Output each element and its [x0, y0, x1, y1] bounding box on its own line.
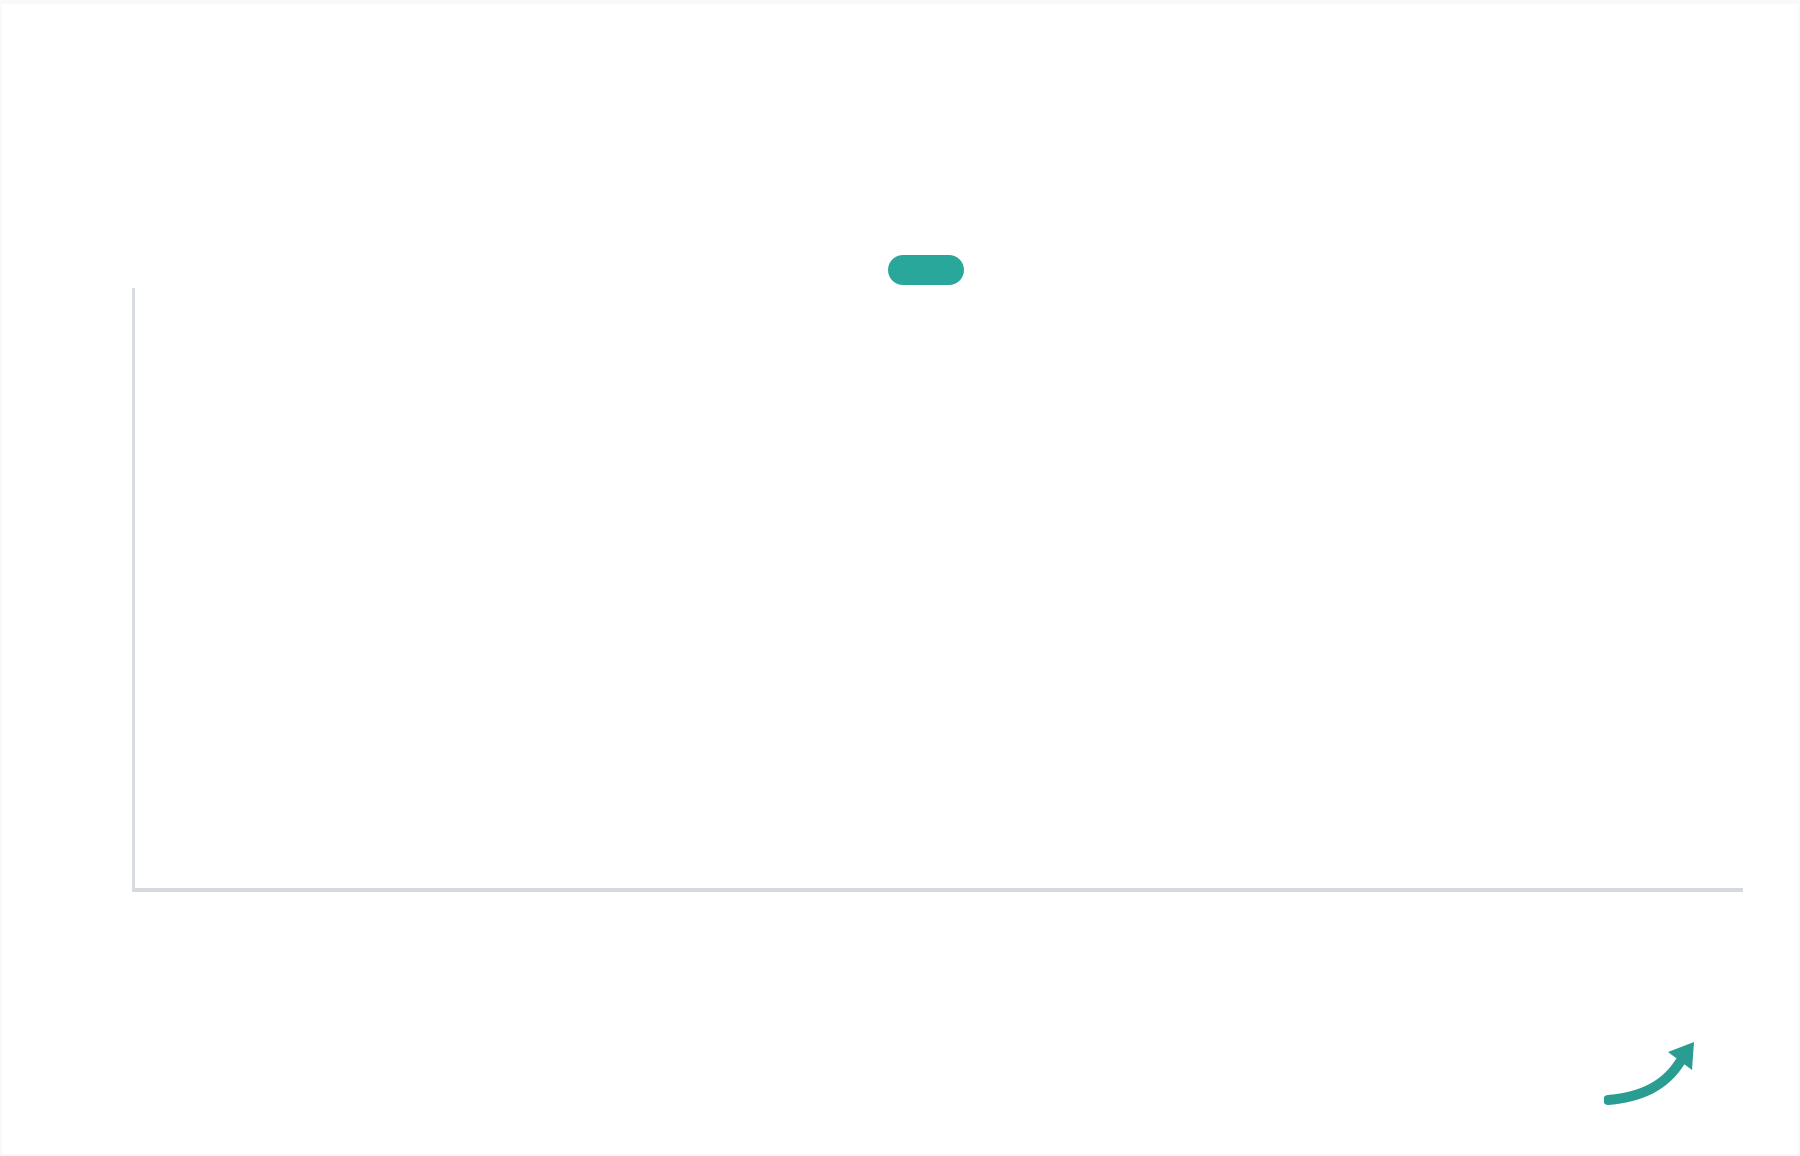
x-axis-labels — [132, 892, 1743, 908]
amr-logo — [1604, 1040, 1700, 1106]
chart-area — [132, 288, 1743, 908]
plot-area — [132, 288, 1743, 892]
chart-canvas — [2, 4, 1798, 1154]
growth-arrow-icon — [1604, 1042, 1694, 1105]
cagr-badge — [888, 255, 964, 285]
bars-row — [135, 288, 1743, 888]
